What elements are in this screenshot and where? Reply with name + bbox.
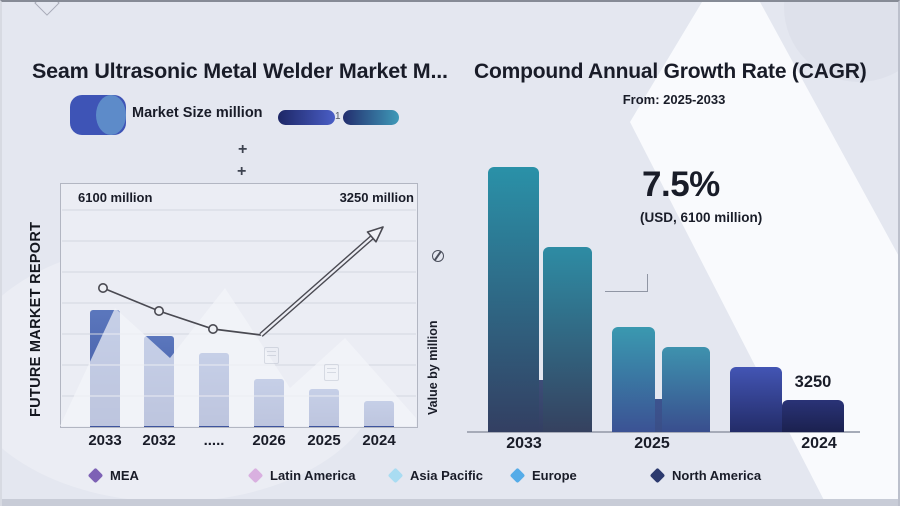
legend-item: MEA <box>87 467 139 484</box>
cylinder-cap-shape <box>96 95 126 135</box>
left-chart-year-label: 2033 <box>88 432 122 449</box>
legend-diamond-icon <box>387 467 404 484</box>
legend-label: North America <box>672 468 762 483</box>
left-chart-title: Seam Ultrasonic Metal Welder Market M... <box>32 59 448 83</box>
ratio-separator: 1 <box>335 111 341 122</box>
right-chart-bar <box>488 167 539 432</box>
legend-item: Asia Pacific <box>387 467 483 484</box>
right-chart-baseline <box>467 431 860 433</box>
legend-item: Europe <box>509 467 577 484</box>
market-size-cylinder-icon <box>70 95 126 135</box>
ratio-pill-right <box>343 110 399 125</box>
left-chart-year-label: 2024 <box>362 432 396 449</box>
left-chart-year-label: 2026 <box>252 432 286 449</box>
trend-marker-dot <box>154 306 165 317</box>
legend-label: Asia Pacific <box>410 468 483 483</box>
slashed-circle-icon <box>432 250 444 262</box>
plus-icon: + <box>238 141 248 158</box>
cagr-subtitle: From: 2025-2033 <box>622 92 726 107</box>
mountain-backdrop-shape <box>60 288 416 426</box>
legend-item: Latin America <box>247 467 356 484</box>
right-chart-bar <box>782 400 844 432</box>
legend-diamond-icon <box>649 467 666 484</box>
right-chart-bar <box>730 367 782 432</box>
ratio-pill-left <box>278 110 335 125</box>
cagr-caption: (USD, 6100 million) <box>640 210 763 225</box>
legend-diamond-icon <box>87 467 104 484</box>
end-value-annotation: 3250 million <box>339 190 414 205</box>
legend-label: Europe <box>532 468 577 483</box>
right-chart-bar <box>662 347 710 432</box>
legend-diamond-icon <box>247 467 264 484</box>
legend-diamond-icon <box>509 467 526 484</box>
plus-icon: + <box>237 163 247 180</box>
cagr-percentage: 7.5% <box>642 165 720 204</box>
left-chart-overlay <box>60 209 416 426</box>
trend-marker-dot <box>208 324 219 335</box>
legend-item: North America <box>649 467 762 484</box>
bar-value-annotation: 3250 <box>794 373 832 391</box>
corner-bracket-shape <box>605 274 648 292</box>
legend-label: MEA <box>110 468 139 483</box>
cagr-title: Compound Annual Growth Rate (CAGR) <box>474 60 867 83</box>
right-chart-year-label: 2033 <box>506 435 542 452</box>
corner-diamond-icon <box>34 2 60 16</box>
right-chart-year-label: 2024 <box>801 435 837 452</box>
trend-line <box>102 287 262 336</box>
right-chart-bar-merge <box>655 399 662 432</box>
right-chart-year-label: 2025 <box>634 435 670 452</box>
left-chart-year-label: 2025 <box>307 432 341 449</box>
left-chart-year-label: 2032 <box>142 432 176 449</box>
trend-arrowhead-icon <box>366 226 384 243</box>
future-market-report-watermark: FUTURE MARKET REPORT <box>28 221 44 417</box>
document-watermark-icon <box>324 364 339 381</box>
start-value-annotation: 6100 million <box>78 190 153 205</box>
left-chart-year-label: ..... <box>203 432 225 449</box>
right-chart-bar-merge <box>539 380 543 432</box>
market-size-legend-label: Market Size million <box>132 105 263 121</box>
trend-marker-dot <box>97 283 108 294</box>
legend-label: Latin America <box>270 468 356 483</box>
value-axis-label: Value by million <box>426 320 440 415</box>
right-chart-bar <box>612 327 655 432</box>
right-chart-bar <box>543 247 592 432</box>
bottom-border-strip <box>2 499 898 506</box>
document-watermark-icon <box>264 347 279 364</box>
trend-arrow-shaft-inner <box>260 231 379 336</box>
